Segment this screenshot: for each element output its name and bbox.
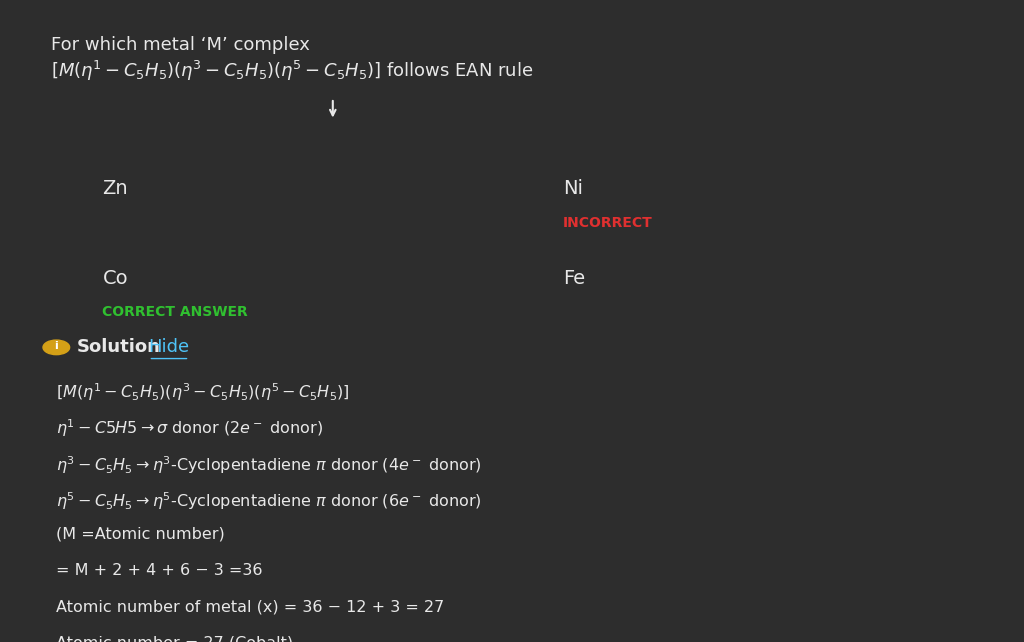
Text: $\eta^1 - C5H5 \rightarrow \sigma$ donor $(2e^-$ donor$)$: $\eta^1 - C5H5 \rightarrow \sigma$ donor… (56, 417, 324, 439)
Circle shape (43, 340, 70, 354)
Text: For which metal ‘M’ complex: For which metal ‘M’ complex (51, 37, 310, 55)
Text: Atomic number of metal (x) = 36 − 12 + 3 = 27: Atomic number of metal (x) = 36 − 12 + 3… (56, 600, 444, 614)
Text: Ni: Ni (563, 179, 584, 198)
Text: Fe: Fe (563, 269, 586, 288)
Text: Hide: Hide (148, 338, 189, 356)
Text: Co: Co (102, 269, 128, 288)
Text: Solution: Solution (77, 338, 161, 356)
Text: $[M(\eta^1 - C_5H_5)(\eta^3 - C_5H_5)(\eta^5 - C_5H_5)]$: $[M(\eta^1 - C_5H_5)(\eta^3 - C_5H_5)(\e… (56, 381, 350, 403)
Text: = M + 2 + 4 + 6 − 3 =36: = M + 2 + 4 + 6 − 3 =36 (56, 563, 263, 578)
Text: $\eta^5 - C_5H_5 \rightarrow \eta^5$-Cyclopentadiene $\pi$ donor $(6e^-$ donor$): $\eta^5 - C_5H_5 \rightarrow \eta^5$-Cyc… (56, 490, 482, 512)
Text: Atomic number = 27 (Cobalt): Atomic number = 27 (Cobalt) (56, 636, 294, 642)
Text: INCORRECT: INCORRECT (563, 216, 653, 230)
Text: Zn: Zn (102, 179, 128, 198)
Text: CORRECT ANSWER: CORRECT ANSWER (102, 306, 248, 319)
Text: (M =Atomic number): (M =Atomic number) (56, 526, 225, 542)
Text: $\eta^3 - C_5H_5 \rightarrow \eta^3$-Cyclopentadiene $\pi$ donor $(4e^-$ donor$): $\eta^3 - C_5H_5 \rightarrow \eta^3$-Cyc… (56, 454, 482, 476)
Text: $[M(\eta^1 - C_5H_5)(\eta^3 - C_5H_5)(\eta^5 - C_5H_5)]$ follows EAN rule: $[M(\eta^1 - C_5H_5)(\eta^3 - C_5H_5)(\e… (51, 59, 534, 83)
Text: i: i (54, 341, 58, 351)
